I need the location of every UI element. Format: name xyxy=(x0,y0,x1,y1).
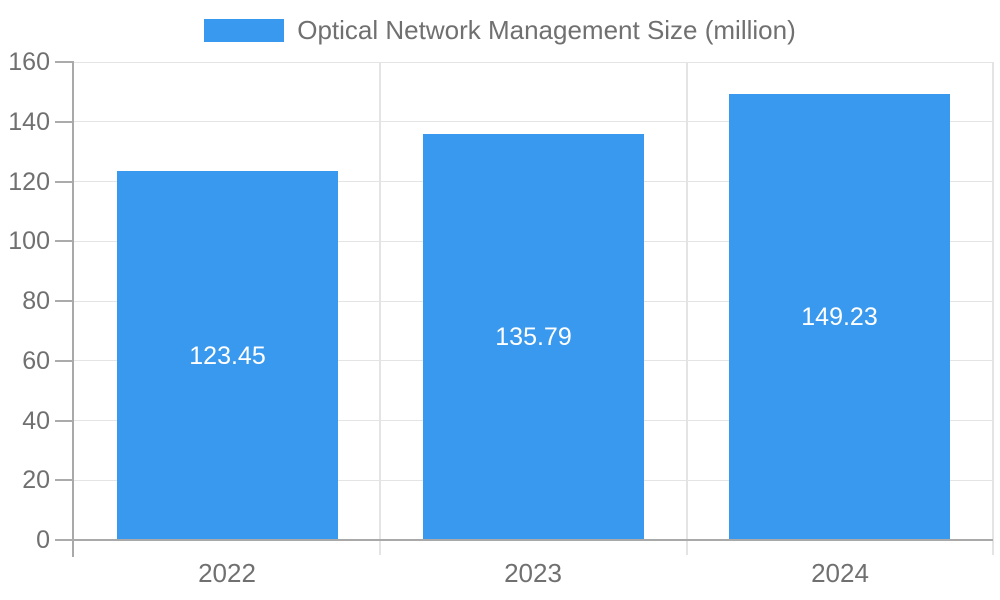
y-axis-label: 120 xyxy=(8,167,50,196)
y-axis-label: 100 xyxy=(8,227,50,256)
bar xyxy=(729,94,950,539)
y-axis-label: 140 xyxy=(8,107,50,136)
x-gridline xyxy=(685,62,688,540)
x-axis-label: 2024 xyxy=(811,558,869,588)
y-axis-tick xyxy=(55,419,74,422)
y-axis-label: 60 xyxy=(22,346,50,375)
x-axis-label: 2023 xyxy=(504,558,562,588)
legend-swatch xyxy=(204,18,285,42)
y-axis-label: 160 xyxy=(8,48,50,76)
legend[interactable]: Optical Network Management Size (million… xyxy=(0,16,1000,44)
bar-value-label: 123.45 xyxy=(189,341,266,370)
y-axis-tick xyxy=(55,240,74,243)
y-axis-tick xyxy=(55,300,74,302)
y-axis-tick xyxy=(55,61,74,63)
x-gridline xyxy=(992,62,994,540)
y-axis-label: 20 xyxy=(22,466,50,495)
x-axis-label: 2022 xyxy=(198,558,256,588)
bar-value-label: 149.23 xyxy=(801,303,878,332)
y-axis-tick xyxy=(55,479,74,482)
bar-value-label: 135.79 xyxy=(495,323,572,352)
bar xyxy=(423,134,644,539)
y-axis-label: 40 xyxy=(22,406,50,435)
bar xyxy=(117,171,338,539)
x-axis-tick xyxy=(379,540,382,555)
y-axis-label: 0 xyxy=(36,526,50,554)
y-axis-tick xyxy=(55,120,74,123)
y-axis-line xyxy=(72,62,74,557)
legend-label: Optical Network Management Size (million… xyxy=(297,15,796,45)
x-axis-tick xyxy=(685,540,688,555)
y-axis-label: 80 xyxy=(22,287,50,315)
y-axis-tick xyxy=(55,359,74,362)
y-axis-tick xyxy=(55,539,74,541)
y-axis-tick xyxy=(55,180,74,183)
x-axis-line xyxy=(72,539,993,541)
y-gridline xyxy=(74,121,993,123)
y-gridline xyxy=(74,61,993,63)
x-gridline xyxy=(379,62,382,540)
x-axis-tick xyxy=(992,540,994,555)
